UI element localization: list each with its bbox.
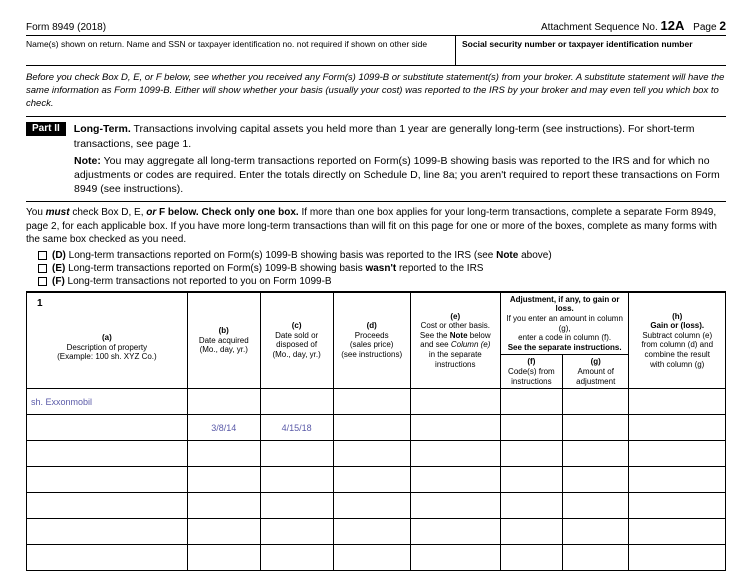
col-d-header: (d) Proceeds (sales price) (see instruct… <box>333 292 410 388</box>
col-a-header: 1 (a) Description of property (Example: … <box>27 292 188 388</box>
before-instructions: Before you check Box D, E, or F below, s… <box>26 66 726 117</box>
col-b-header: (b) Date acquired (Mo., day, yr.) <box>187 292 260 388</box>
col-g-header: (g) Amount of adjustment <box>562 355 628 389</box>
names-label: Name(s) shown on return. Name and SSN or… <box>26 36 456 65</box>
form-header: Form 8949 (2018) Attachment Sequence No.… <box>26 18 726 36</box>
part-ii-block: Part II Long-Term. Transactions involvin… <box>26 117 726 202</box>
table-row[interactable] <box>27 467 726 493</box>
name-ssn-row: Name(s) shown on return. Name and SSN or… <box>26 36 726 66</box>
checkbox-d-row: (D) Long-term transactions reported on F… <box>26 249 726 262</box>
form-number: Form 8949 (2018) <box>26 22 106 33</box>
table-row[interactable] <box>27 441 726 467</box>
checkbox-d[interactable] <box>38 251 47 260</box>
adj-header: Adjustment, if any, to gain or loss. If … <box>500 292 629 355</box>
table-row[interactable] <box>27 519 726 545</box>
col-h-header: (h) Gain or (loss). Subtract column (e) … <box>629 292 726 388</box>
table-row[interactable]: sh. Exxonmobil <box>27 389 726 415</box>
part-ii-description: Long-Term. Transactions involving capita… <box>74 122 726 150</box>
col-e-header: (e) Cost or other basis. See the Note be… <box>410 292 500 388</box>
cell-date-sold[interactable]: 4/15/18 <box>260 415 333 441</box>
cell-description[interactable]: sh. Exxonmobil <box>27 389 188 415</box>
cell-date-acquired[interactable]: 3/8/14 <box>187 415 260 441</box>
table-row[interactable] <box>27 545 726 571</box>
part-ii-note: Note: You may aggregate all long-term tr… <box>74 154 726 197</box>
table-row[interactable] <box>27 493 726 519</box>
col-c-header: (c) Date sold or disposed of (Mo., day, … <box>260 292 333 388</box>
part-ii-badge: Part II <box>26 122 66 136</box>
checkbox-f[interactable] <box>38 277 47 286</box>
col-f-header: (f) Code(s) from instructions <box>500 355 562 389</box>
must-check-text: You must check Box D, E, or F below. Che… <box>26 202 726 249</box>
table-row[interactable]: 3/8/14 4/15/18 <box>27 415 726 441</box>
checkbox-e-row: (E) Long-term transactions reported on F… <box>26 262 726 275</box>
page-number: Page 2 <box>693 22 726 33</box>
ssn-label: Social security number or taxpayer ident… <box>456 36 726 65</box>
transactions-table: 1 (a) Description of property (Example: … <box>26 292 726 571</box>
checkbox-e[interactable] <box>38 264 47 273</box>
checkbox-f-row: (F) Long-term transactions not reported … <box>26 275 726 288</box>
attachment-seq: Attachment Sequence No. 12A Page 2 <box>541 18 726 33</box>
